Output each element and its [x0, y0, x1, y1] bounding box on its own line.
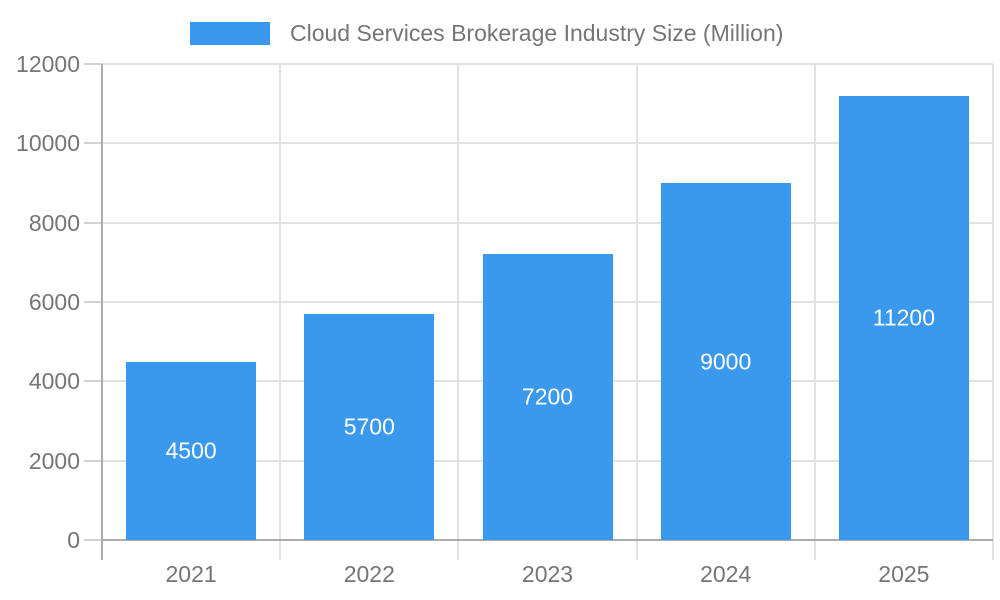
x-axis-line — [102, 539, 993, 541]
gridline-v — [635, 64, 638, 560]
y-tick-label: 2000 — [28, 447, 80, 474]
bar-value-label: 11200 — [872, 304, 936, 331]
legend-swatch — [190, 21, 270, 45]
y-axis-tick — [84, 142, 102, 145]
y-axis-tick — [84, 301, 102, 303]
y-axis-tick — [84, 221, 102, 224]
bar: 11200 — [838, 95, 969, 540]
legend-label: Cloud Services Brokerage Industry Size (… — [290, 20, 784, 46]
gridline-h — [102, 142, 993, 145]
y-tick-label: 12000 — [16, 51, 80, 77]
y-tick-label: 4000 — [28, 368, 80, 395]
bar-value-label: 7200 — [521, 383, 574, 410]
bar: 4500 — [126, 361, 257, 540]
y-axis-tick — [84, 459, 102, 462]
gridline-v — [457, 64, 460, 560]
gridline-v — [992, 64, 994, 560]
y-tick-label: 10000 — [16, 130, 80, 157]
bar-value-label: 9000 — [700, 348, 752, 374]
x-tick-label: 2023 — [521, 561, 574, 587]
chart-legend: Cloud Services Brokerage Industry Size (… — [190, 19, 783, 47]
y-tick-label: 6000 — [28, 289, 80, 315]
x-tick-label: 2024 — [700, 561, 752, 587]
bar: 5700 — [304, 313, 435, 540]
y-tick-label: 8000 — [28, 209, 80, 236]
x-tick-label: 2022 — [343, 561, 395, 587]
gridline-h — [102, 221, 993, 224]
gridline-h — [102, 63, 993, 65]
y-axis-tick — [84, 380, 102, 383]
y-axis-tick — [84, 539, 102, 541]
bar: 7200 — [482, 254, 613, 540]
bar: 9000 — [660, 183, 791, 540]
y-axis-line — [101, 64, 103, 560]
x-tick-label: 2021 — [165, 561, 217, 587]
y-tick-label: 0 — [67, 527, 80, 553]
gridline-v — [279, 64, 282, 560]
bar-value-label: 5700 — [343, 413, 395, 440]
y-axis-tick — [84, 63, 102, 65]
bar-value-label: 4500 — [165, 437, 217, 464]
gridline-v — [813, 64, 816, 560]
x-tick-label: 2025 — [878, 561, 930, 587]
